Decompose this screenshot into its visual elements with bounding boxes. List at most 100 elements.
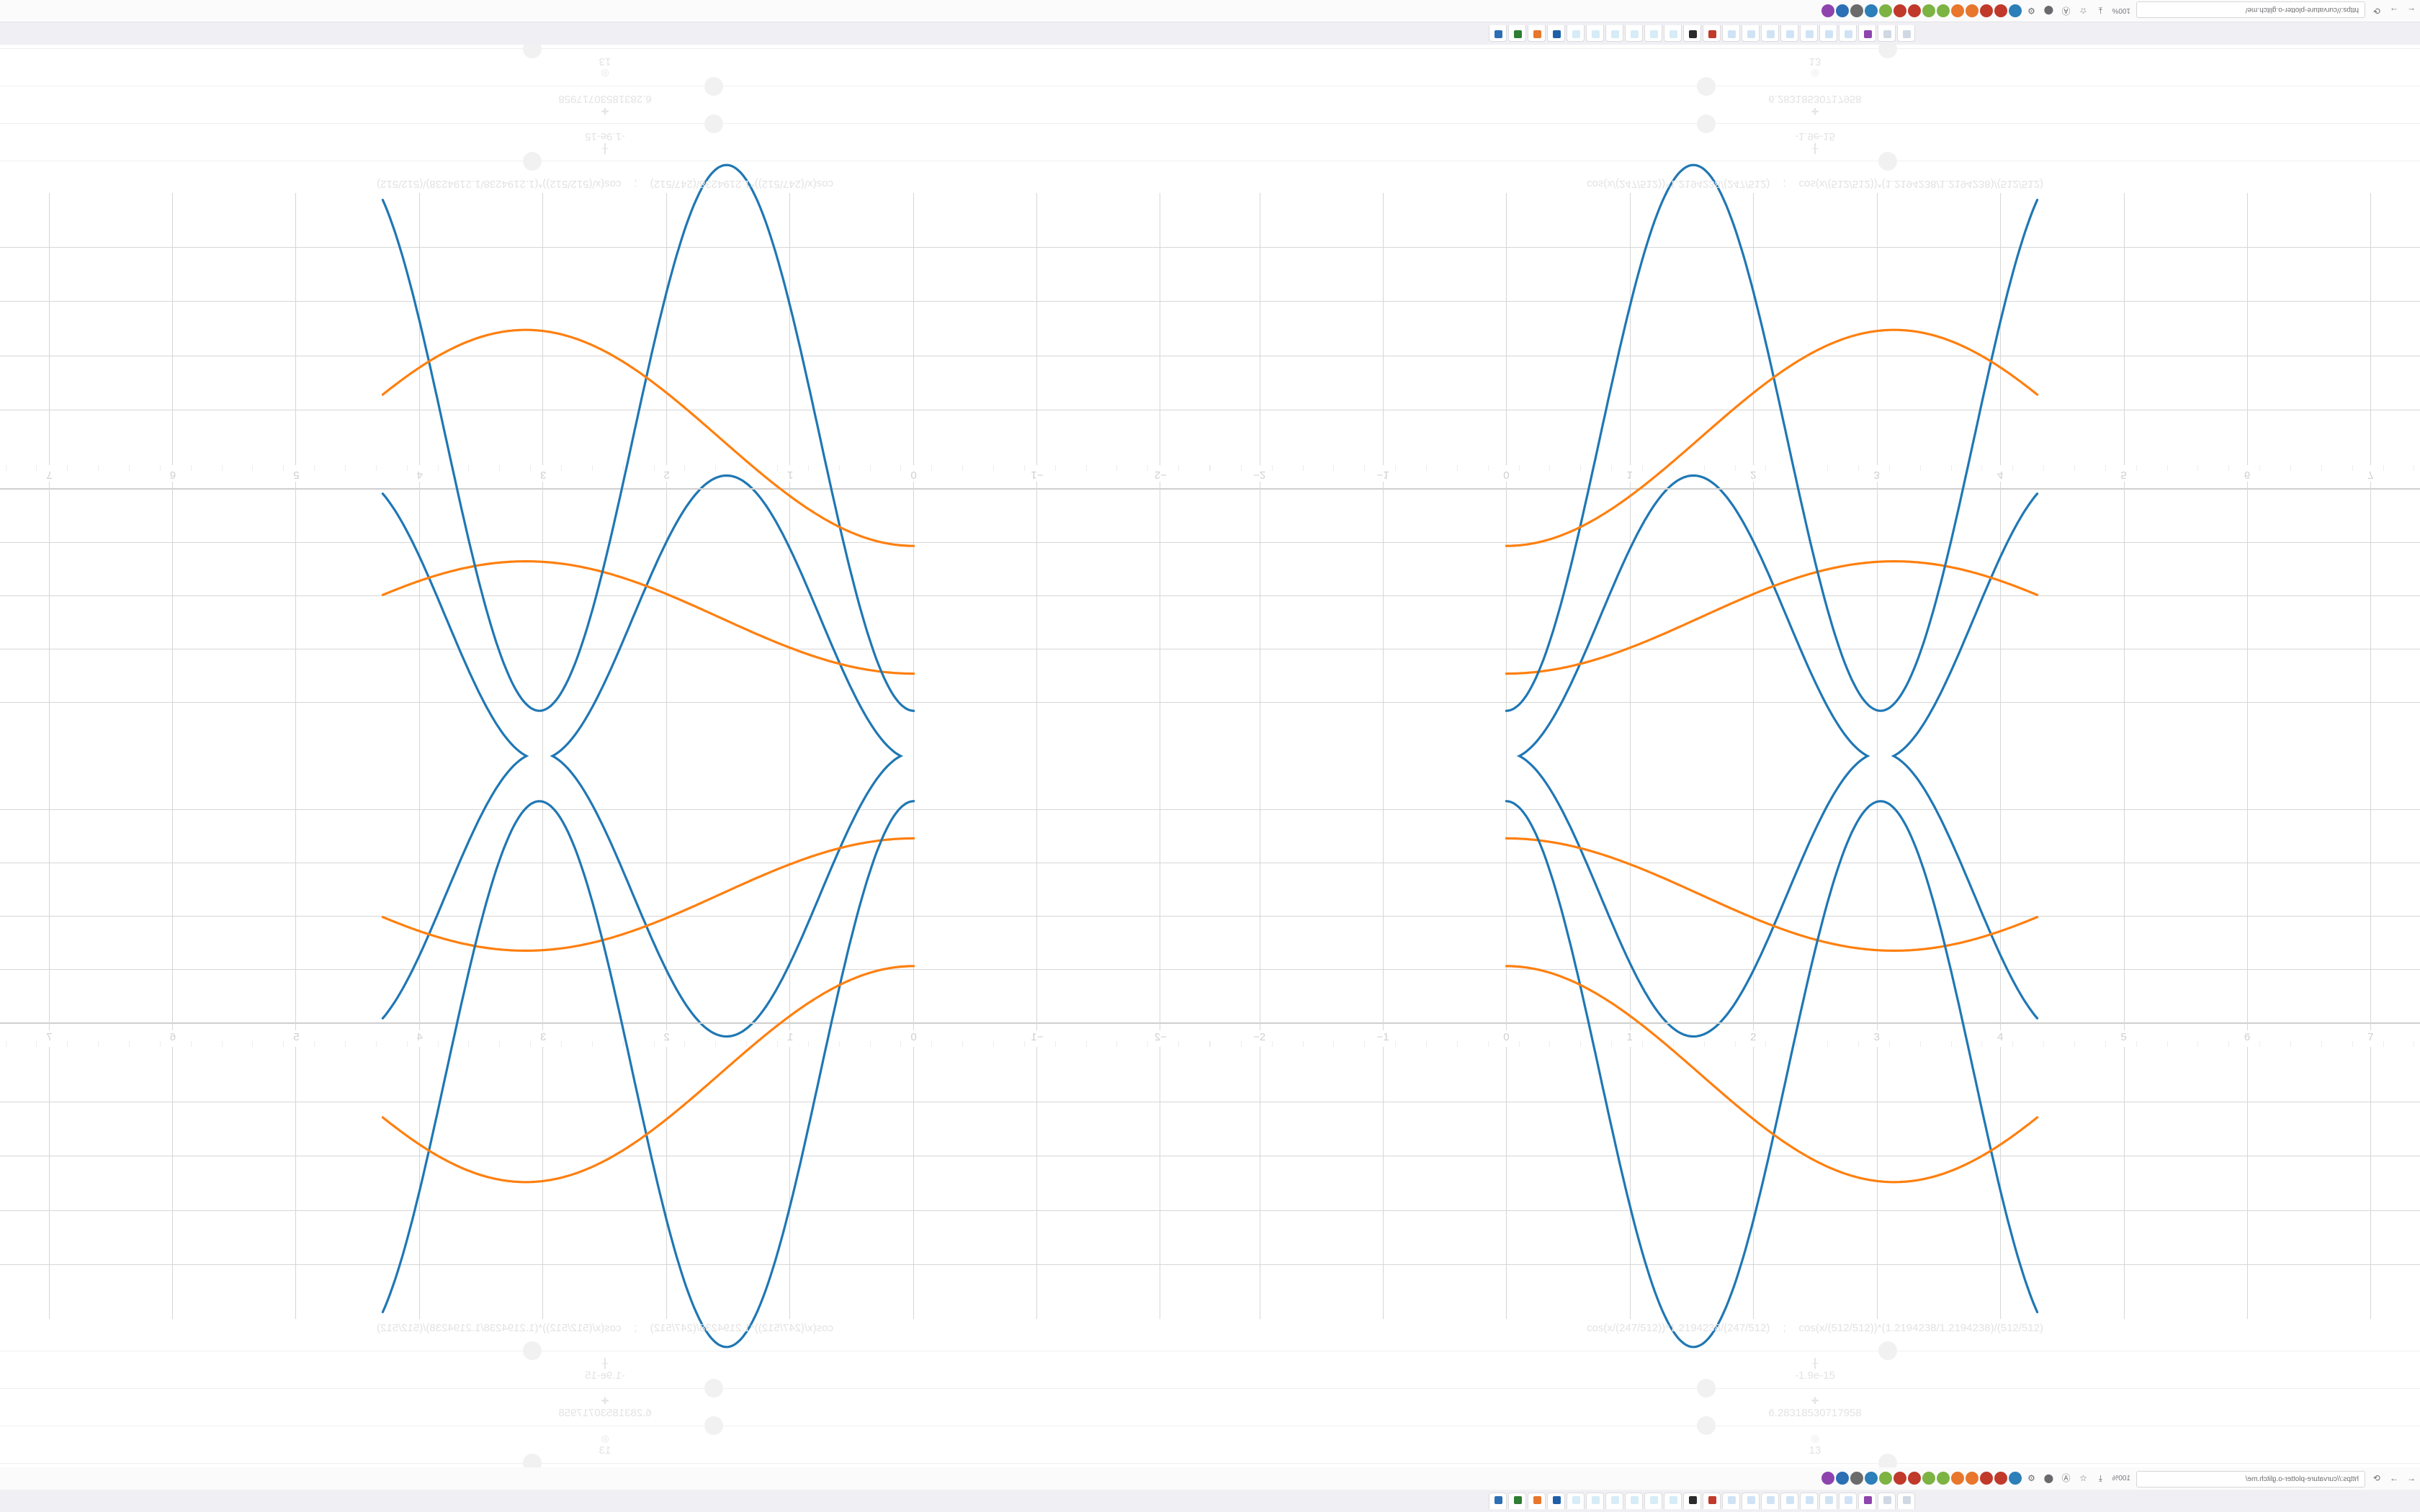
browser-tab[interactable] [1664,1493,1682,1509]
account-icon[interactable]: Ⓐ [2061,6,2071,16]
extension-icon[interactable] [1980,1472,1994,1485]
browser-tab[interactable] [1800,25,1818,42]
browser-tab[interactable] [1644,25,1662,42]
browser-tab[interactable] [1878,25,1896,42]
extension-icon[interactable] [1922,4,1936,17]
slider-thumb-samples[interactable] [704,77,724,96]
browser-tab[interactable] [1683,25,1701,42]
extensions-icon[interactable]: ⬤ [2043,6,2054,16]
forward-icon[interactable]: → [2390,6,2398,16]
slider-thumb-period[interactable] [1696,114,1716,133]
extension-icon[interactable] [1865,4,1878,17]
browser-tab[interactable] [1800,1493,1818,1509]
slider-thumb-samples[interactable] [1696,77,1716,96]
reload-icon[interactable]: ⟳ [2372,6,2381,16]
reload-icon[interactable]: ⟳ [2372,1473,2381,1483]
slider-thumb-samples[interactable] [704,1416,724,1435]
slider-thumb-samples[interactable] [1696,1416,1716,1435]
extension-icon[interactable] [1966,4,1979,17]
extension-icon[interactable] [1922,1472,1936,1485]
extension-icon[interactable] [1850,4,1864,17]
slider-thumb-resolution[interactable] [1878,1454,1897,1467]
browser-tab[interactable] [1703,1493,1721,1509]
slider-thumb-period[interactable] [1696,1379,1716,1398]
browser-tab[interactable] [1761,1493,1779,1509]
browser-tab[interactable] [1858,25,1876,42]
browser-tab[interactable] [1839,1493,1857,1509]
menu-icon[interactable]: ⚙ [2027,6,2035,16]
extension-icon[interactable] [1908,4,1922,17]
slider-thumb-resolution[interactable] [1878,45,1897,58]
extension-icon[interactable] [1894,4,1907,17]
slider-thumb-phase-offset[interactable] [1878,1341,1897,1360]
slider-thumb-period[interactable] [704,1379,724,1398]
extension-icon[interactable] [1966,1472,1979,1485]
browser-tab[interactable] [1528,25,1546,42]
browser-tab[interactable] [1489,25,1507,42]
extension-icon[interactable] [1937,1472,1950,1485]
slider-track-period[interactable] [0,1388,1210,1389]
download-icon[interactable]: ⤓ [2098,1473,2103,1483]
browser-tab[interactable] [1897,1493,1915,1509]
nav-bar-top[interactable]: ← → ⟳ https://curvature-plotter-o.glitch.me… [0,0,2420,22]
zoom-level-indicator[interactable]: 100% [2112,6,2130,14]
browser-tab[interactable] [1683,1493,1701,1509]
browser-tab[interactable] [1722,25,1740,42]
slider-track-resolution[interactable] [0,1463,1210,1464]
slider-thumb-resolution[interactable] [523,45,542,58]
slider-thumb-resolution[interactable] [523,1454,542,1467]
extension-icon[interactable] [1894,1472,1907,1485]
bookmark-icon[interactable]: ☆ [2079,6,2087,16]
slider-thumb-period[interactable] [704,114,724,133]
browser-tab[interactable] [1625,25,1643,42]
browser-tab[interactable] [1664,25,1682,42]
extension-icon[interactable] [1994,1472,2008,1485]
extension-icon[interactable] [1994,4,2008,17]
browser-tab[interactable] [1567,25,1585,42]
forward-icon[interactable]: → [2390,1473,2398,1483]
browser-tab[interactable] [1528,1493,1546,1509]
browser-tab[interactable] [1547,25,1565,42]
browser-tab[interactable] [1625,1493,1643,1509]
browser-tab[interactable] [1586,25,1604,42]
browser-tab[interactable] [1819,25,1837,42]
browser-tab[interactable] [1819,1493,1837,1509]
browser-tab[interactable] [1839,25,1857,42]
browser-tab[interactable] [1878,1493,1896,1509]
browser-tab[interactable] [1722,1493,1740,1509]
extension-icon[interactable] [1879,4,1893,17]
browser-tab[interactable] [1703,25,1721,42]
extension-icon[interactable] [1937,4,1950,17]
extension-icon[interactable] [1980,4,1994,17]
extension-icon[interactable] [1865,1472,1878,1485]
extension-icon[interactable] [2009,1472,2022,1485]
extensions-icon[interactable]: ⬤ [2043,1473,2054,1483]
slider-thumb-phase-offset[interactable] [523,1341,542,1360]
browser-tab[interactable] [1489,1493,1507,1509]
extension-icon[interactable] [1821,1472,1835,1485]
browser-tab[interactable] [1547,1493,1565,1509]
browser-tab[interactable] [1761,25,1779,42]
browser-tab[interactable] [1605,1493,1623,1509]
extension-icon[interactable] [1836,4,1850,17]
nav-bar-bottom[interactable]: ← → ⟳ https://curvature-plotter-o.glitch.me… [0,1467,2420,1490]
browser-tab[interactable] [1644,1493,1662,1509]
slider-track-resolution[interactable] [1210,1463,2420,1464]
slider-track-period[interactable] [0,123,1210,124]
browser-tab[interactable] [1742,25,1760,42]
address-bar[interactable]: https://curvature-plotter-o.glitch.me/ [2136,1471,2365,1488]
slider-track-period[interactable] [1210,1388,2420,1389]
extension-icon[interactable] [1836,1472,1850,1485]
browser-tab[interactable] [1605,25,1623,42]
slider-thumb-phase-offset[interactable] [1878,152,1897,171]
tab-strip-top[interactable] [0,22,2420,45]
extension-icon[interactable] [1850,1472,1864,1485]
browser-tab[interactable] [1508,25,1526,42]
back-icon[interactable]: ← [2407,1473,2416,1483]
browser-tab[interactable] [1780,25,1798,42]
browser-tab[interactable] [1742,1493,1760,1509]
bookmark-icon[interactable]: ☆ [2079,1473,2087,1483]
browser-tab[interactable] [1858,1493,1876,1509]
slider-track-resolution[interactable] [0,48,1210,49]
browser-tab[interactable] [1586,1493,1604,1509]
